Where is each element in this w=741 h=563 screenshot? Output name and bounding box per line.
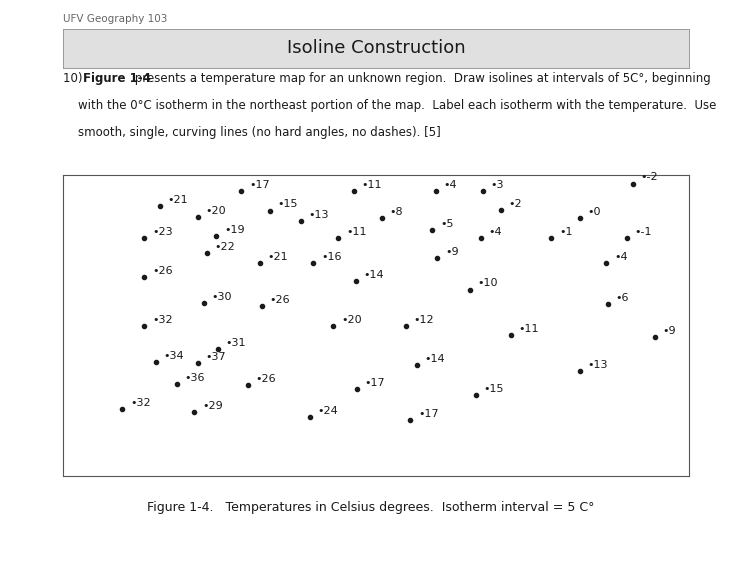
Text: •20: •20 — [205, 206, 226, 216]
Text: •9: •9 — [662, 326, 676, 336]
Text: smooth, single, curving lines (no hard angles, no dashes). [5]: smooth, single, curving lines (no hard a… — [78, 126, 441, 139]
Text: •11: •11 — [518, 324, 539, 333]
Text: •36: •36 — [185, 373, 205, 383]
Text: •0: •0 — [587, 207, 600, 217]
Text: •26: •26 — [255, 374, 276, 384]
Text: •26: •26 — [270, 295, 290, 305]
Text: •32: •32 — [130, 397, 150, 408]
Text: •6: •6 — [615, 293, 629, 303]
Text: •4: •4 — [443, 180, 456, 190]
Text: presents a temperature map for an unknown region.  Draw isolines at intervals of: presents a temperature map for an unknow… — [131, 72, 711, 85]
Text: Isoline Construction: Isoline Construction — [287, 39, 465, 57]
Text: •13: •13 — [308, 210, 329, 220]
Text: •12: •12 — [413, 315, 434, 324]
Text: •31: •31 — [226, 338, 246, 348]
Text: •22: •22 — [214, 242, 235, 252]
Text: •8: •8 — [390, 207, 403, 217]
Text: •-1: •-1 — [634, 226, 651, 236]
Text: •11: •11 — [362, 180, 382, 190]
Text: •17: •17 — [249, 180, 270, 190]
Text: •17: •17 — [418, 409, 439, 419]
Text: •10: •10 — [477, 278, 498, 288]
Text: Figure 1-4: Figure 1-4 — [83, 72, 151, 85]
Text: •3: •3 — [490, 180, 504, 190]
Text: UFV Geography 103: UFV Geography 103 — [63, 14, 167, 24]
Text: •14: •14 — [364, 270, 384, 280]
Text: •26: •26 — [152, 266, 173, 276]
Text: •4: •4 — [614, 252, 628, 262]
Text: •17: •17 — [365, 378, 385, 388]
Text: •16: •16 — [321, 252, 342, 262]
Text: •13: •13 — [587, 360, 608, 370]
Text: •15: •15 — [484, 384, 505, 394]
Text: 10): 10) — [63, 72, 86, 85]
Text: •23: •23 — [152, 226, 173, 236]
Text: •5: •5 — [440, 219, 453, 229]
Text: •30: •30 — [211, 292, 232, 302]
Text: •4: •4 — [489, 226, 502, 236]
Text: Figure 1-4.   Temperatures in Celsius degrees.  Isotherm interval = 5 C°: Figure 1-4. Temperatures in Celsius degr… — [147, 501, 594, 514]
Text: •21: •21 — [268, 252, 288, 262]
Text: •37: •37 — [205, 351, 226, 361]
Text: •11: •11 — [346, 226, 367, 236]
Text: •34: •34 — [163, 351, 184, 361]
Text: •-2: •-2 — [640, 172, 658, 182]
Text: •21: •21 — [167, 195, 188, 205]
Text: •29: •29 — [202, 401, 223, 412]
Text: •9: •9 — [445, 247, 459, 257]
Text: •15: •15 — [277, 199, 298, 209]
Text: with the 0°C isotherm in the northeast portion of the map.  Label each isotherm : with the 0°C isotherm in the northeast p… — [78, 99, 717, 112]
Text: •24: •24 — [318, 406, 339, 416]
Text: •1: •1 — [559, 226, 572, 236]
Text: •2: •2 — [509, 199, 522, 209]
Text: •20: •20 — [341, 315, 362, 324]
Text: •14: •14 — [425, 354, 445, 364]
Text: •19: •19 — [224, 225, 245, 235]
Text: •32: •32 — [152, 315, 173, 324]
